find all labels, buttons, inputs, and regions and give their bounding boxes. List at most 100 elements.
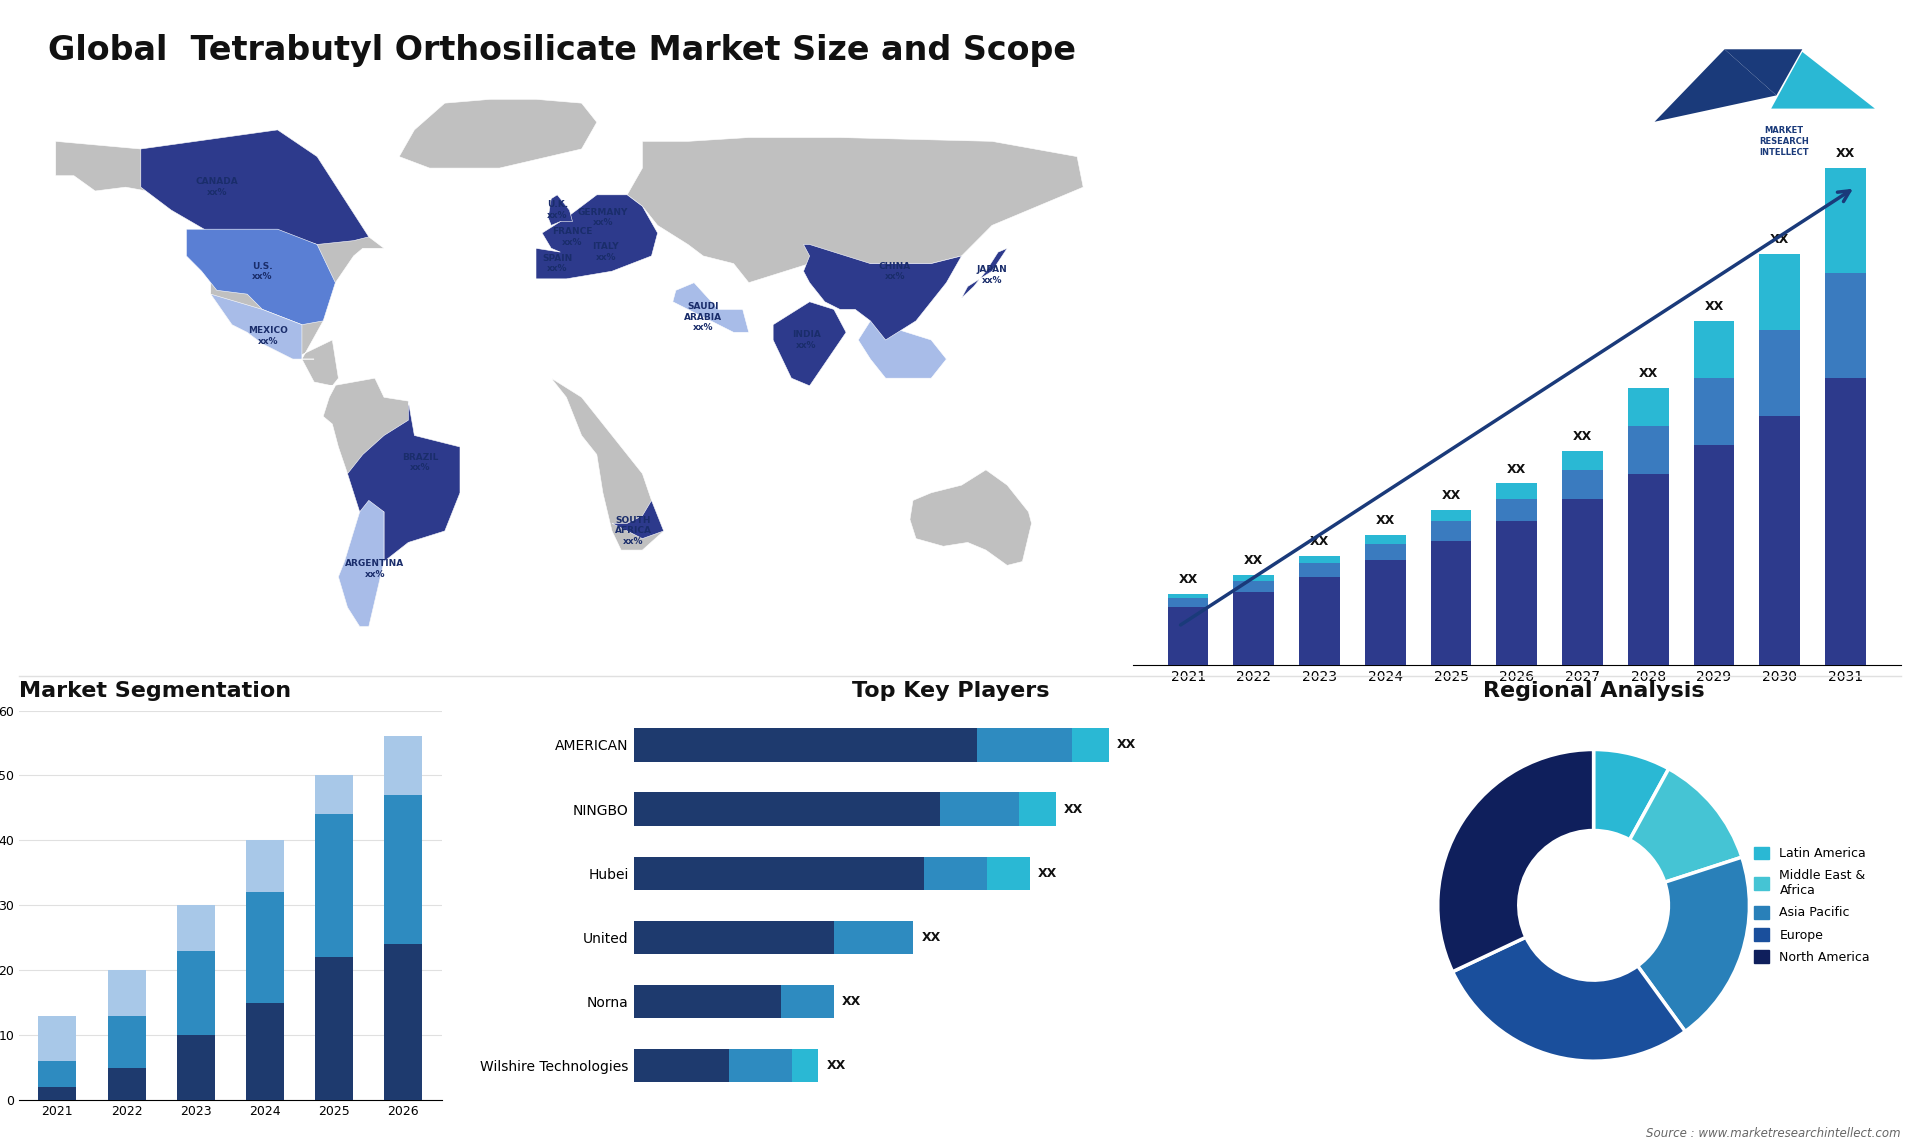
Bar: [1233, 581, 1275, 592]
Text: XX: XX: [826, 1059, 845, 1073]
Bar: [38, 1061, 77, 1088]
Bar: [1628, 473, 1668, 665]
Text: SOUTH
AFRICA
xx%: SOUTH AFRICA xx%: [614, 516, 651, 545]
Bar: [833, 920, 914, 955]
Text: XX: XX: [1377, 515, 1396, 527]
Text: GERMANY
xx%: GERMANY xx%: [578, 209, 628, 227]
Polygon shape: [672, 283, 749, 332]
Bar: [1167, 594, 1208, 598]
Bar: [634, 856, 924, 890]
Bar: [1563, 499, 1603, 665]
Bar: [939, 792, 1020, 826]
Text: U.K.
xx%: U.K. xx%: [547, 201, 568, 220]
Polygon shape: [399, 100, 597, 168]
Bar: [634, 920, 833, 955]
Polygon shape: [1770, 52, 1874, 109]
Bar: [1020, 792, 1056, 826]
Polygon shape: [962, 249, 1008, 298]
Bar: [384, 795, 422, 944]
Bar: [1826, 273, 1866, 378]
Text: XX: XX: [1442, 489, 1461, 502]
Bar: [1826, 168, 1866, 273]
Text: XX: XX: [1037, 866, 1056, 880]
Wedge shape: [1638, 857, 1749, 1031]
Bar: [177, 951, 215, 1035]
Bar: [1300, 576, 1340, 665]
Bar: [38, 1088, 77, 1100]
Text: BRAZIL
xx%: BRAZIL xx%: [403, 453, 438, 472]
Bar: [246, 840, 284, 893]
Bar: [1430, 541, 1471, 665]
Text: INDIA
xx%: INDIA xx%: [793, 330, 822, 350]
Bar: [315, 957, 353, 1100]
Bar: [38, 1015, 77, 1061]
Text: XX: XX: [1309, 535, 1329, 548]
Polygon shape: [774, 301, 847, 386]
Polygon shape: [803, 244, 962, 340]
Bar: [384, 944, 422, 1100]
Bar: [1167, 607, 1208, 665]
Text: XX: XX: [1705, 300, 1724, 313]
Bar: [1365, 544, 1405, 559]
Polygon shape: [1655, 49, 1776, 121]
Bar: [634, 792, 939, 826]
Bar: [315, 815, 353, 957]
Bar: [315, 776, 353, 815]
Bar: [1693, 445, 1734, 665]
Bar: [634, 728, 977, 762]
Bar: [634, 984, 781, 1019]
Bar: [1233, 575, 1275, 581]
Bar: [1365, 559, 1405, 665]
Bar: [108, 1015, 146, 1068]
Wedge shape: [1438, 749, 1594, 972]
Bar: [1071, 728, 1110, 762]
Bar: [1496, 499, 1538, 521]
Bar: [1430, 521, 1471, 541]
Polygon shape: [511, 359, 664, 550]
Text: Source : www.marketresearchintellect.com: Source : www.marketresearchintellect.com: [1645, 1128, 1901, 1140]
Bar: [987, 856, 1029, 890]
Polygon shape: [628, 138, 1083, 283]
Text: U.S.
xx%: U.S. xx%: [252, 261, 273, 281]
Text: XX: XX: [843, 995, 862, 1008]
Bar: [1563, 450, 1603, 470]
Legend: Latin America, Middle East &
Africa, Asia Pacific, Europe, North America: Latin America, Middle East & Africa, Asi…: [1749, 841, 1876, 970]
Text: XX: XX: [1507, 463, 1526, 476]
Text: XX: XX: [1179, 573, 1198, 587]
Bar: [1496, 521, 1538, 665]
Bar: [730, 1049, 791, 1083]
Text: CANADA
xx%: CANADA xx%: [196, 178, 238, 197]
Bar: [1430, 510, 1471, 521]
Text: ITALY
xx%: ITALY xx%: [593, 243, 620, 261]
Text: JAPAN
xx%: JAPAN xx%: [977, 266, 1008, 284]
Bar: [1759, 416, 1801, 665]
Bar: [1693, 378, 1734, 445]
Text: CHINA
xx%: CHINA xx%: [879, 261, 910, 281]
Text: XX: XX: [1770, 234, 1789, 246]
Text: ARGENTINA
xx%: ARGENTINA xx%: [346, 559, 405, 579]
Text: Market Segmentation: Market Segmentation: [19, 681, 292, 700]
Bar: [246, 893, 284, 1003]
Polygon shape: [1724, 49, 1803, 95]
Bar: [924, 856, 987, 890]
Bar: [977, 728, 1071, 762]
Polygon shape: [549, 195, 572, 226]
Text: XX: XX: [1572, 430, 1592, 444]
Bar: [1563, 470, 1603, 499]
Text: MARKET
RESEARCH
INTELLECT: MARKET RESEARCH INTELLECT: [1759, 126, 1809, 157]
Text: FRANCE
xx%: FRANCE xx%: [553, 227, 593, 246]
Text: XX: XX: [1244, 555, 1263, 567]
Bar: [1300, 556, 1340, 564]
Bar: [246, 1003, 284, 1100]
Text: XX: XX: [1117, 738, 1137, 752]
Polygon shape: [536, 195, 657, 278]
Text: XX: XX: [922, 931, 941, 944]
Legend: Type, Application, Geography: Type, Application, Geography: [730, 942, 843, 1022]
Polygon shape: [338, 501, 384, 627]
Bar: [177, 905, 215, 951]
Text: SPAIN
xx%: SPAIN xx%: [541, 254, 572, 273]
Bar: [1233, 592, 1275, 665]
Bar: [1496, 484, 1538, 499]
Wedge shape: [1630, 769, 1741, 882]
Text: XX: XX: [1638, 367, 1657, 380]
